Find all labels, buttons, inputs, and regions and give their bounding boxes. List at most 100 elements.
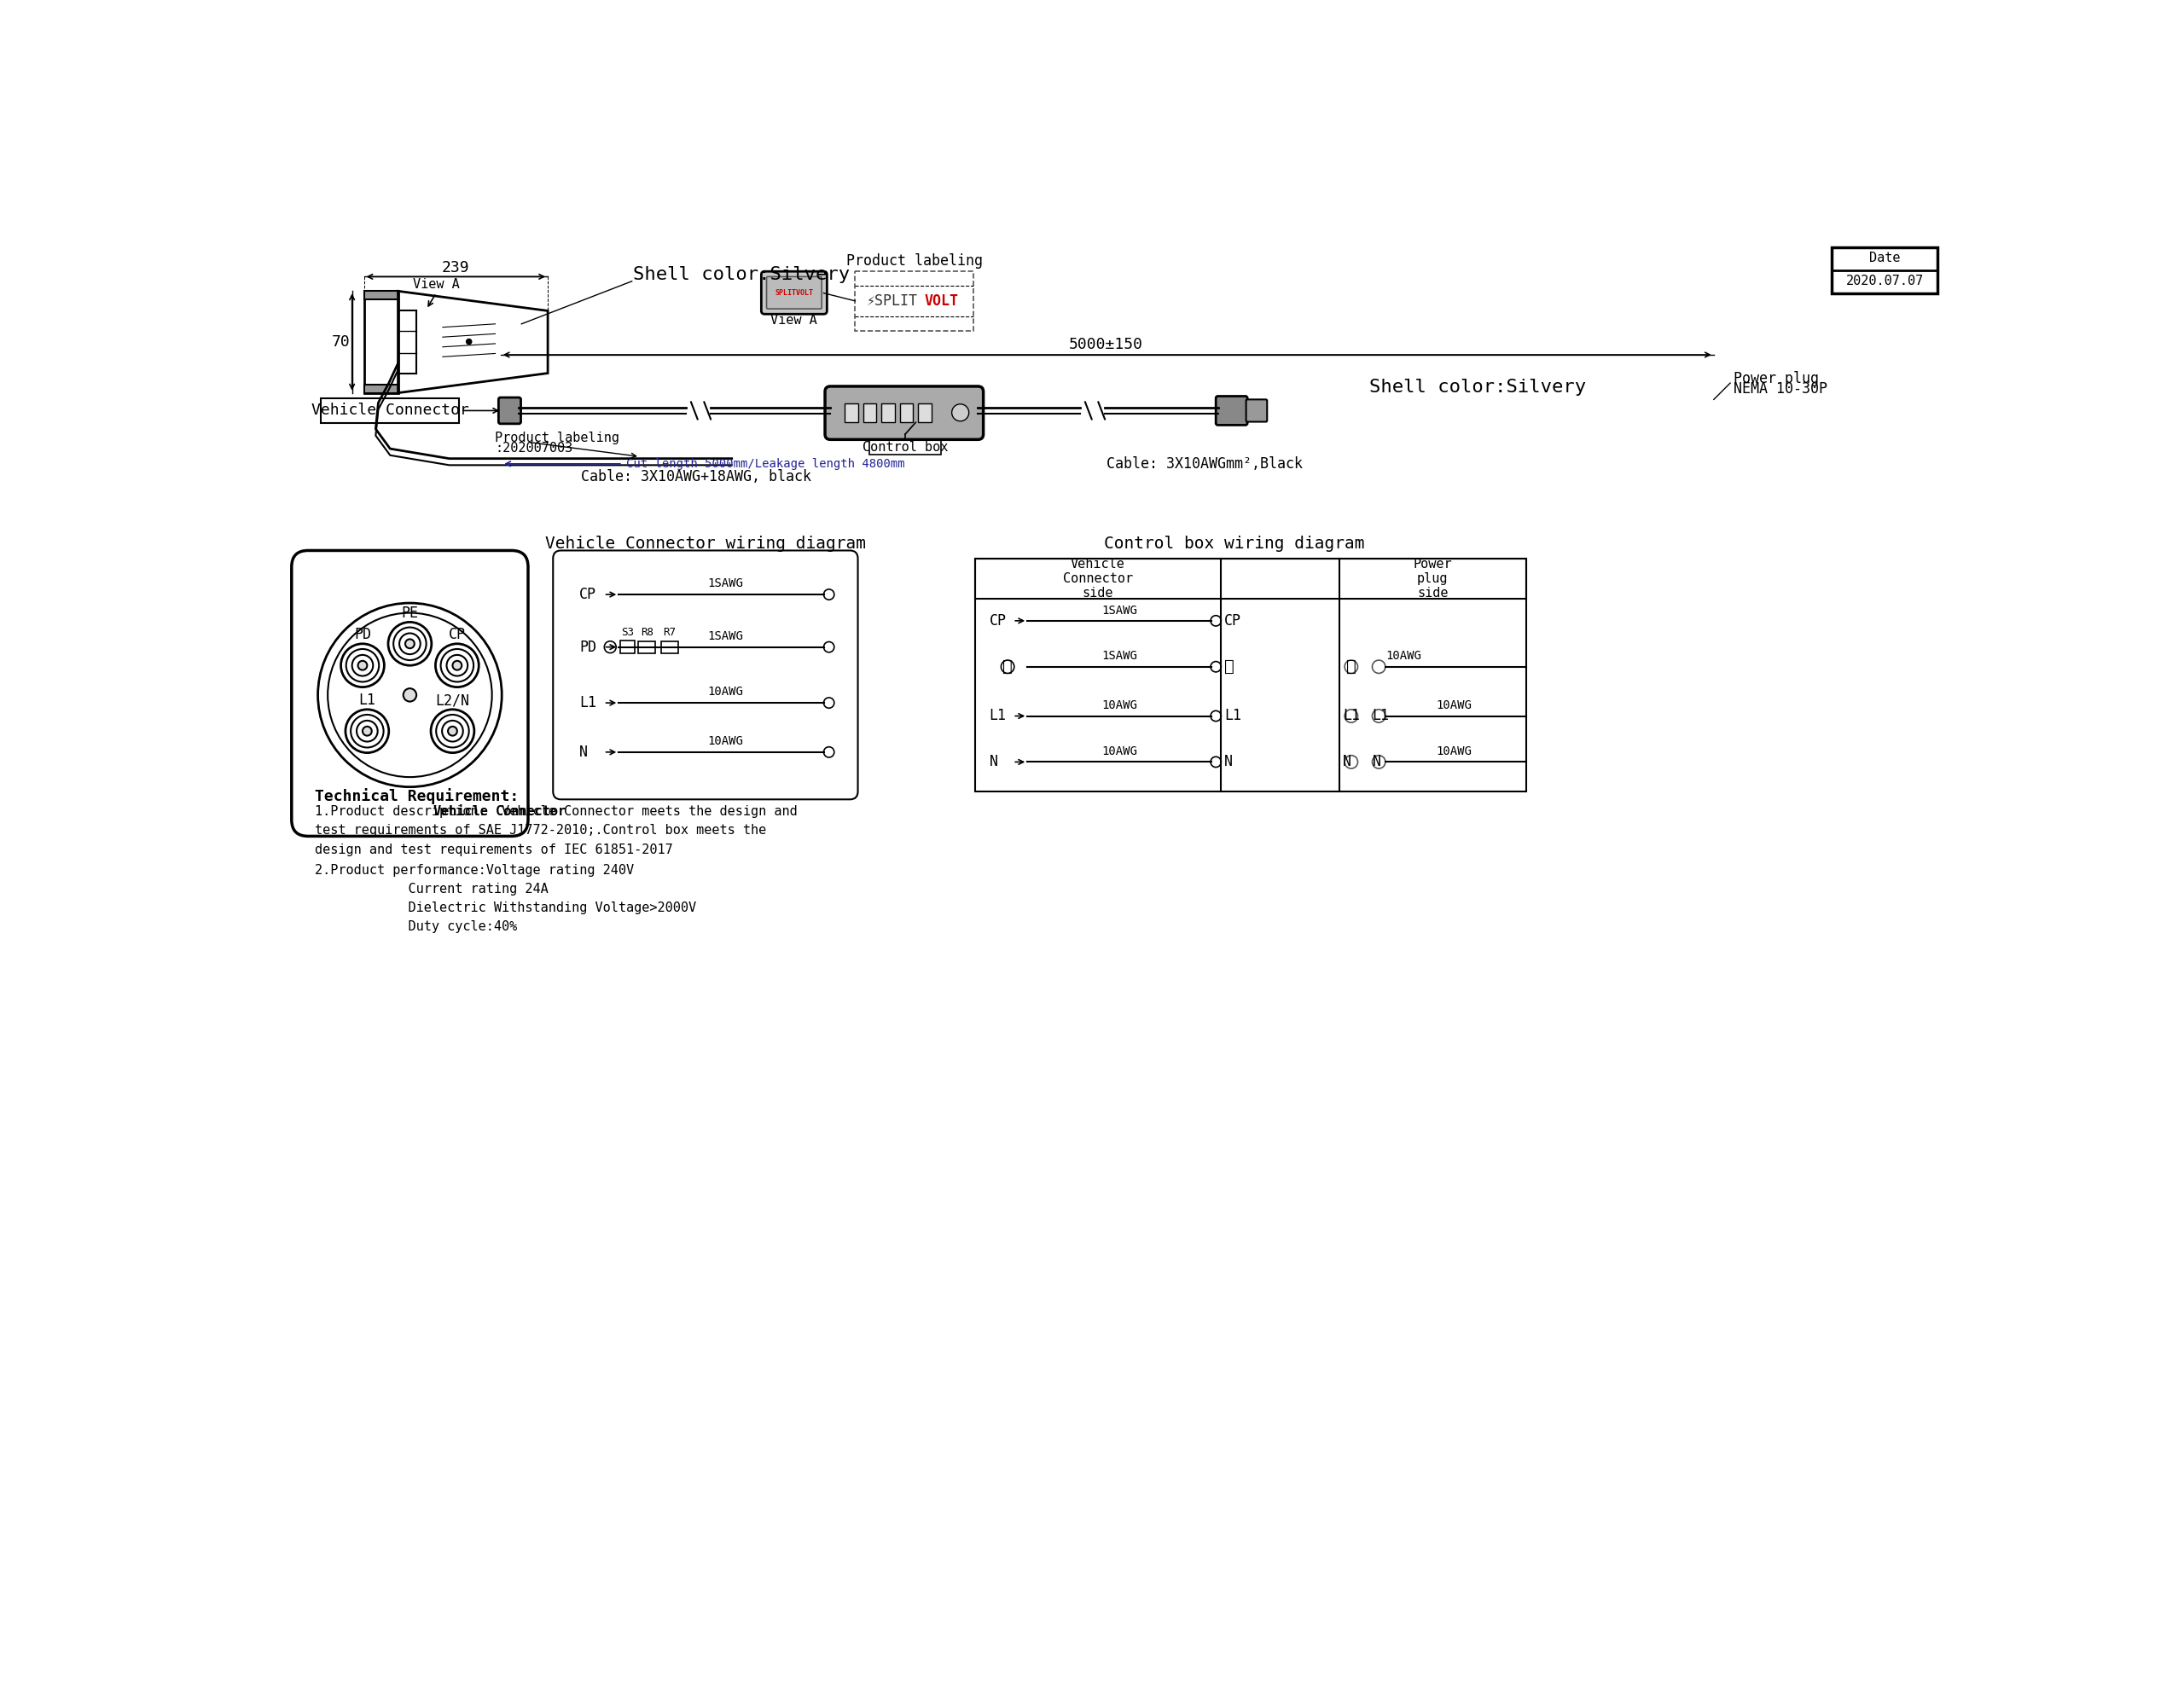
Text: Product labeling: Product labeling — [845, 253, 983, 268]
Text: Cut length 5000mm/Leakage length 4800mm: Cut length 5000mm/Leakage length 4800mm — [627, 457, 906, 469]
Circle shape — [1210, 710, 1221, 722]
Text: L1: L1 — [1343, 709, 1361, 724]
Circle shape — [952, 405, 970, 422]
Text: L1: L1 — [1372, 709, 1389, 724]
Circle shape — [358, 661, 367, 670]
Text: Vehicle
Connector
side: Vehicle Connector side — [1064, 557, 1133, 601]
Text: N: N — [989, 754, 998, 769]
Text: PE: PE — [402, 606, 419, 621]
Text: :202007003: :202007003 — [496, 442, 572, 454]
Text: ⏚: ⏚ — [1345, 658, 1356, 675]
Bar — [321, 398, 459, 423]
Text: N: N — [1225, 754, 1234, 769]
Text: 10AWG: 10AWG — [708, 685, 743, 698]
Bar — [620, 641, 636, 653]
Text: 5000±150: 5000±150 — [1068, 337, 1142, 353]
Bar — [974, 558, 1527, 599]
Text: Technical Requirement:: Technical Requirement: — [314, 788, 520, 805]
Circle shape — [823, 641, 834, 653]
Text: 10AWG: 10AWG — [708, 736, 743, 747]
Text: Vehicle Connector: Vehicle Connector — [312, 403, 470, 418]
Text: Shell color:Silvery: Shell color:Silvery — [633, 267, 850, 283]
Text: 10AWG: 10AWG — [1437, 700, 1472, 712]
Text: 1.Product description:  Vehicle Connector meets the design and
test requirements: 1.Product description: Vehicle Connector… — [314, 805, 797, 855]
Text: CP: CP — [989, 612, 1007, 629]
Text: N: N — [579, 744, 587, 759]
Text: 1SAWG: 1SAWG — [708, 577, 743, 589]
Text: Power
plug
side: Power plug side — [1413, 557, 1452, 601]
Circle shape — [452, 661, 461, 670]
Text: 239: 239 — [441, 260, 470, 275]
Bar — [863, 403, 876, 422]
Text: 2020.07.07: 2020.07.07 — [1845, 275, 1924, 288]
Text: ⏚: ⏚ — [1225, 658, 1234, 675]
Text: Shell color:Silvery: Shell color:Silvery — [1369, 380, 1586, 396]
Circle shape — [1345, 756, 1358, 769]
Bar — [869, 440, 941, 454]
Bar — [365, 292, 397, 393]
Circle shape — [1000, 660, 1013, 673]
Text: L1: L1 — [579, 695, 596, 710]
Text: 70: 70 — [332, 334, 349, 349]
Text: ⚡SPLIT: ⚡SPLIT — [867, 294, 917, 309]
Text: Cable: 3X10AWG+18AWG, black: Cable: 3X10AWG+18AWG, black — [581, 469, 810, 484]
Bar — [974, 558, 1527, 791]
Circle shape — [1345, 660, 1358, 673]
Text: Vehicle Connector wiring diagram: Vehicle Connector wiring diagram — [546, 536, 865, 552]
Text: NEMA 10-30P: NEMA 10-30P — [1734, 381, 1828, 396]
Circle shape — [448, 727, 456, 736]
Text: 10AWG: 10AWG — [1385, 649, 1422, 663]
Text: SPLITVOLT: SPLITVOLT — [775, 288, 812, 297]
Text: CP: CP — [448, 628, 465, 643]
FancyBboxPatch shape — [826, 386, 983, 440]
Text: 1SAWG: 1SAWG — [1101, 604, 1138, 616]
Circle shape — [1372, 756, 1385, 769]
Text: 10AWG: 10AWG — [1437, 746, 1472, 757]
Bar — [900, 403, 913, 422]
Text: L1: L1 — [989, 709, 1007, 724]
Circle shape — [1372, 660, 1385, 673]
Text: L1: L1 — [1225, 709, 1241, 724]
FancyBboxPatch shape — [762, 272, 828, 314]
FancyBboxPatch shape — [1247, 400, 1267, 422]
Circle shape — [823, 589, 834, 601]
Circle shape — [406, 639, 415, 648]
Text: 1SAWG: 1SAWG — [1101, 649, 1138, 663]
Text: PD: PD — [579, 639, 596, 655]
Bar — [856, 272, 974, 331]
Bar — [1832, 246, 1937, 294]
Text: L2/N: L2/N — [435, 693, 470, 709]
Text: CP: CP — [1225, 612, 1241, 629]
Circle shape — [363, 727, 371, 736]
FancyBboxPatch shape — [1216, 396, 1247, 425]
Text: Product labeling: Product labeling — [496, 432, 620, 444]
FancyBboxPatch shape — [767, 277, 821, 309]
Text: 10AWG: 10AWG — [1101, 700, 1138, 712]
Text: View A: View A — [771, 314, 817, 327]
Bar — [917, 403, 930, 422]
Text: N: N — [1343, 754, 1352, 769]
Bar — [365, 385, 397, 393]
Text: VOLT: VOLT — [924, 294, 959, 309]
Bar — [845, 403, 858, 422]
Text: PD: PD — [354, 628, 371, 643]
Text: R7: R7 — [664, 628, 675, 638]
Text: Vehicle Connector: Vehicle Connector — [432, 805, 566, 818]
Circle shape — [823, 698, 834, 709]
Bar — [882, 403, 895, 422]
Bar — [662, 641, 677, 653]
Bar — [638, 641, 655, 653]
Text: CP: CP — [579, 587, 596, 602]
Text: 10AWG: 10AWG — [1101, 746, 1138, 757]
Text: N: N — [1372, 754, 1380, 769]
Text: R8: R8 — [640, 628, 653, 638]
Text: 2.Product performance:Voltage rating 240V
            Current rating 24A
       : 2.Product performance:Voltage rating 240… — [314, 864, 697, 933]
Bar — [365, 292, 397, 299]
Text: Control box: Control box — [863, 440, 948, 454]
Circle shape — [467, 339, 472, 344]
Text: 1SAWG: 1SAWG — [708, 629, 743, 641]
Text: Control box wiring diagram: Control box wiring diagram — [1103, 536, 1365, 552]
Text: View A: View A — [413, 278, 459, 290]
Circle shape — [1210, 616, 1221, 626]
Text: Cable: 3X10AWGmm²,Black: Cable: 3X10AWGmm²,Black — [1105, 455, 1302, 471]
